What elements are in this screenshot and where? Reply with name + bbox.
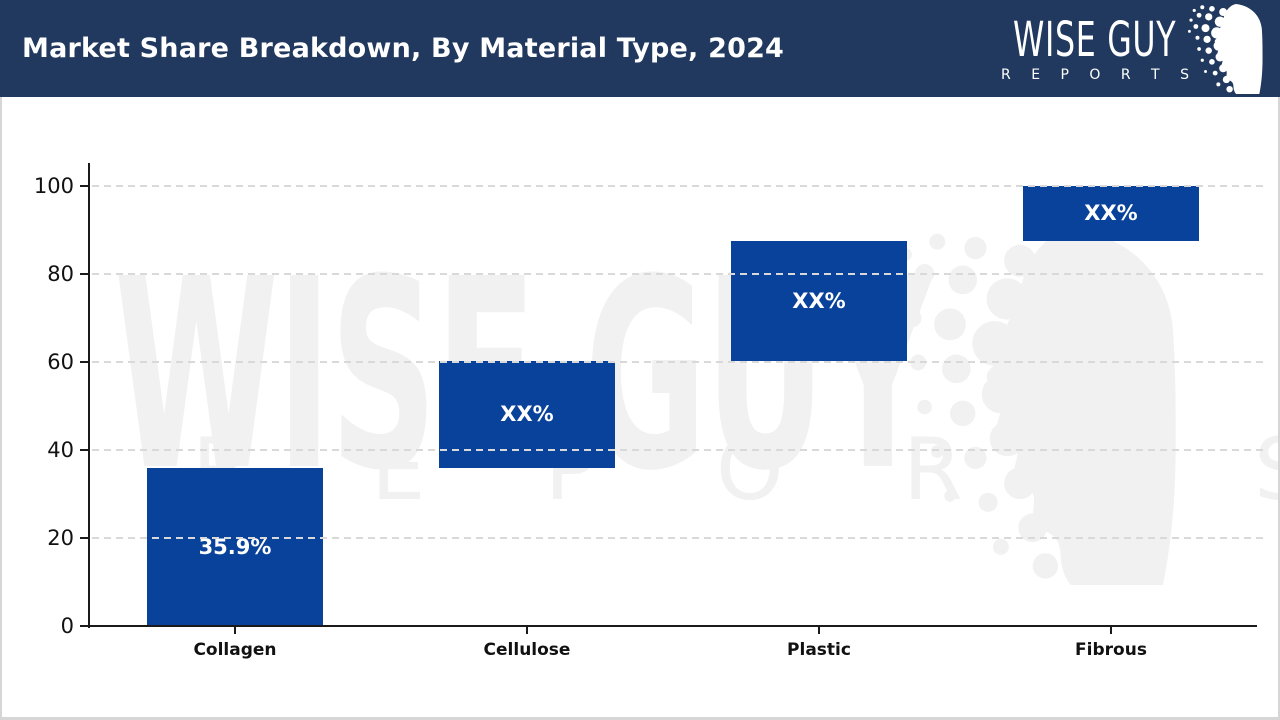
- y-tick-40: [80, 449, 89, 451]
- y-tick-label-0: 0: [60, 614, 74, 638]
- y-tick-label-80: 80: [47, 262, 74, 286]
- page-title: Market Share Breakdown, By Material Type…: [22, 33, 785, 64]
- watermark-head-icon: [880, 229, 1198, 585]
- y-tick-label-100: 100: [33, 174, 74, 198]
- gridline-60: [92, 361, 1263, 363]
- gridline-20: [92, 537, 1263, 539]
- bar-value-label: XX%: [1084, 201, 1138, 226]
- logo-wordmark: WISE GUY: [1013, 11, 1177, 68]
- chart-bar-cellulose: XX%: [439, 360, 615, 469]
- bar-value-label: XX%: [792, 288, 846, 313]
- logo-subtext: R E P O R T S: [1001, 66, 1197, 83]
- x-tick-plastic: [818, 627, 820, 634]
- y-tick-label-40: 40: [47, 438, 74, 462]
- chart-bar-plastic: XX%: [731, 240, 907, 361]
- bar-value-label: XX%: [500, 402, 554, 427]
- chart-bar-fibrous: XX%: [1023, 186, 1199, 241]
- wise-guy-head-icon: [1186, 4, 1270, 94]
- header: Market Share Breakdown, By Material Type…: [0, 0, 1280, 97]
- chart-bar-collagen: 35.9%: [147, 468, 323, 626]
- y-tick-80: [80, 273, 89, 275]
- watermark-subtext: R E P O R T S: [192, 420, 1280, 520]
- gridline-80: [92, 273, 1263, 275]
- x-axis: [88, 625, 1257, 627]
- y-tick-100: [80, 185, 89, 187]
- x-tick-cellulose: [526, 627, 528, 634]
- x-category-label-collagen: Collagen: [193, 640, 277, 660]
- x-category-label-fibrous: Fibrous: [1075, 640, 1147, 660]
- gridline-40: [92, 449, 1263, 451]
- y-tick-20: [80, 537, 89, 539]
- bar-value-label: 35.9%: [198, 535, 272, 559]
- chart-area: WISE GUY R E P O R T S 35.9% XX% XX% XX% 0 20…: [0, 97, 1280, 720]
- logo-text: WISE GUY R E P O R T S: [1001, 11, 1189, 83]
- gridline-100: [92, 185, 1263, 187]
- x-category-label-cellulose: Cellulose: [483, 640, 571, 660]
- x-category-label-plastic: Plastic: [787, 640, 851, 660]
- x-tick-collagen: [234, 627, 236, 634]
- x-tick-fibrous: [1110, 627, 1112, 634]
- y-tick-label-20: 20: [47, 526, 74, 550]
- y-tick-label-60: 60: [47, 350, 74, 374]
- y-tick-0: [80, 625, 89, 627]
- wise-guy-logo: WISE GUY R E P O R T S: [1001, 4, 1270, 94]
- y-tick-60: [80, 361, 89, 363]
- y-axis: [88, 163, 90, 628]
